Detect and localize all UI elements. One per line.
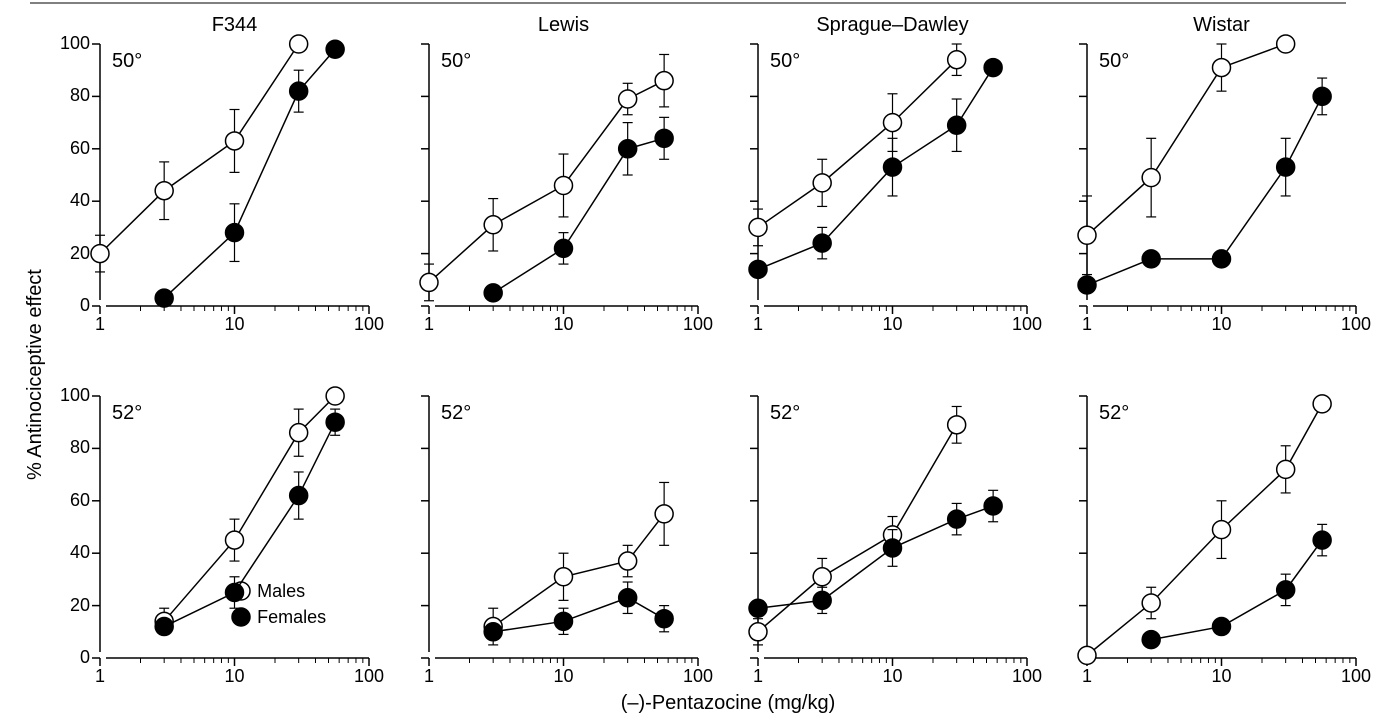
xtick-label: 10	[882, 314, 902, 335]
xtick-label: 10	[553, 314, 573, 335]
panel-r0-c2	[758, 44, 1027, 306]
y-axis-label: % Antinociceptive effect	[24, 269, 47, 480]
panel-annotation: 52°	[112, 402, 142, 425]
ytick-label: 0	[80, 295, 90, 316]
figure: % Antinociceptive effect F344 Lewis Spra…	[0, 0, 1376, 718]
xtick-label: 100	[1012, 666, 1042, 687]
xtick-label: 1	[1082, 666, 1092, 687]
panel-r0-c3	[1087, 44, 1356, 306]
ytick-label: 100	[60, 385, 90, 406]
panel-annotation: 52°	[441, 402, 471, 425]
xtick-label: 1	[95, 314, 105, 335]
panel-r1-c0	[100, 396, 369, 658]
xtick-label: 10	[1211, 666, 1231, 687]
xtick-label: 100	[1341, 666, 1371, 687]
top-rule	[0, 0, 1376, 6]
panel-r1-c1	[429, 396, 698, 658]
xtick-label: 1	[424, 666, 434, 687]
ytick-label: 60	[70, 490, 90, 511]
xtick-label: 1	[753, 666, 763, 687]
xtick-label: 1	[95, 666, 105, 687]
xtick-label: 1	[1082, 314, 1092, 335]
panel-r1-c3	[1087, 396, 1356, 658]
ytick-label: 40	[70, 542, 90, 563]
xtick-label: 10	[882, 666, 902, 687]
ytick-label: 100	[60, 33, 90, 54]
xtick-label: 1	[753, 314, 763, 335]
xtick-label: 100	[1341, 314, 1371, 335]
xtick-label: 10	[1211, 314, 1231, 335]
panel-annotation: 52°	[770, 402, 800, 425]
panel-r1-c2	[758, 396, 1027, 658]
xtick-label: 1	[424, 314, 434, 335]
panel-r0-c0	[100, 44, 369, 306]
xtick-label: 10	[224, 666, 244, 687]
xtick-label: 100	[1012, 314, 1042, 335]
xtick-label: 100	[354, 314, 384, 335]
panel-annotation: 52°	[1099, 402, 1129, 425]
panel-annotation: 50°	[441, 50, 471, 73]
xtick-label: 10	[224, 314, 244, 335]
ytick-label: 20	[70, 243, 90, 264]
ytick-label: 40	[70, 190, 90, 211]
x-axis-label: (–)-Pentazocine (mg/kg)	[621, 692, 836, 715]
panel-r0-c1	[429, 44, 698, 306]
ytick-label: 60	[70, 138, 90, 159]
ytick-label: 80	[70, 437, 90, 458]
ytick-label: 0	[80, 647, 90, 668]
xtick-label: 100	[683, 666, 713, 687]
panel-annotation: 50°	[1099, 50, 1129, 73]
panel-annotation: 50°	[112, 50, 142, 73]
xtick-label: 100	[354, 666, 384, 687]
xtick-label: 10	[553, 666, 573, 687]
ytick-label: 80	[70, 85, 90, 106]
ytick-label: 20	[70, 595, 90, 616]
xtick-label: 100	[683, 314, 713, 335]
panel-annotation: 50°	[770, 50, 800, 73]
